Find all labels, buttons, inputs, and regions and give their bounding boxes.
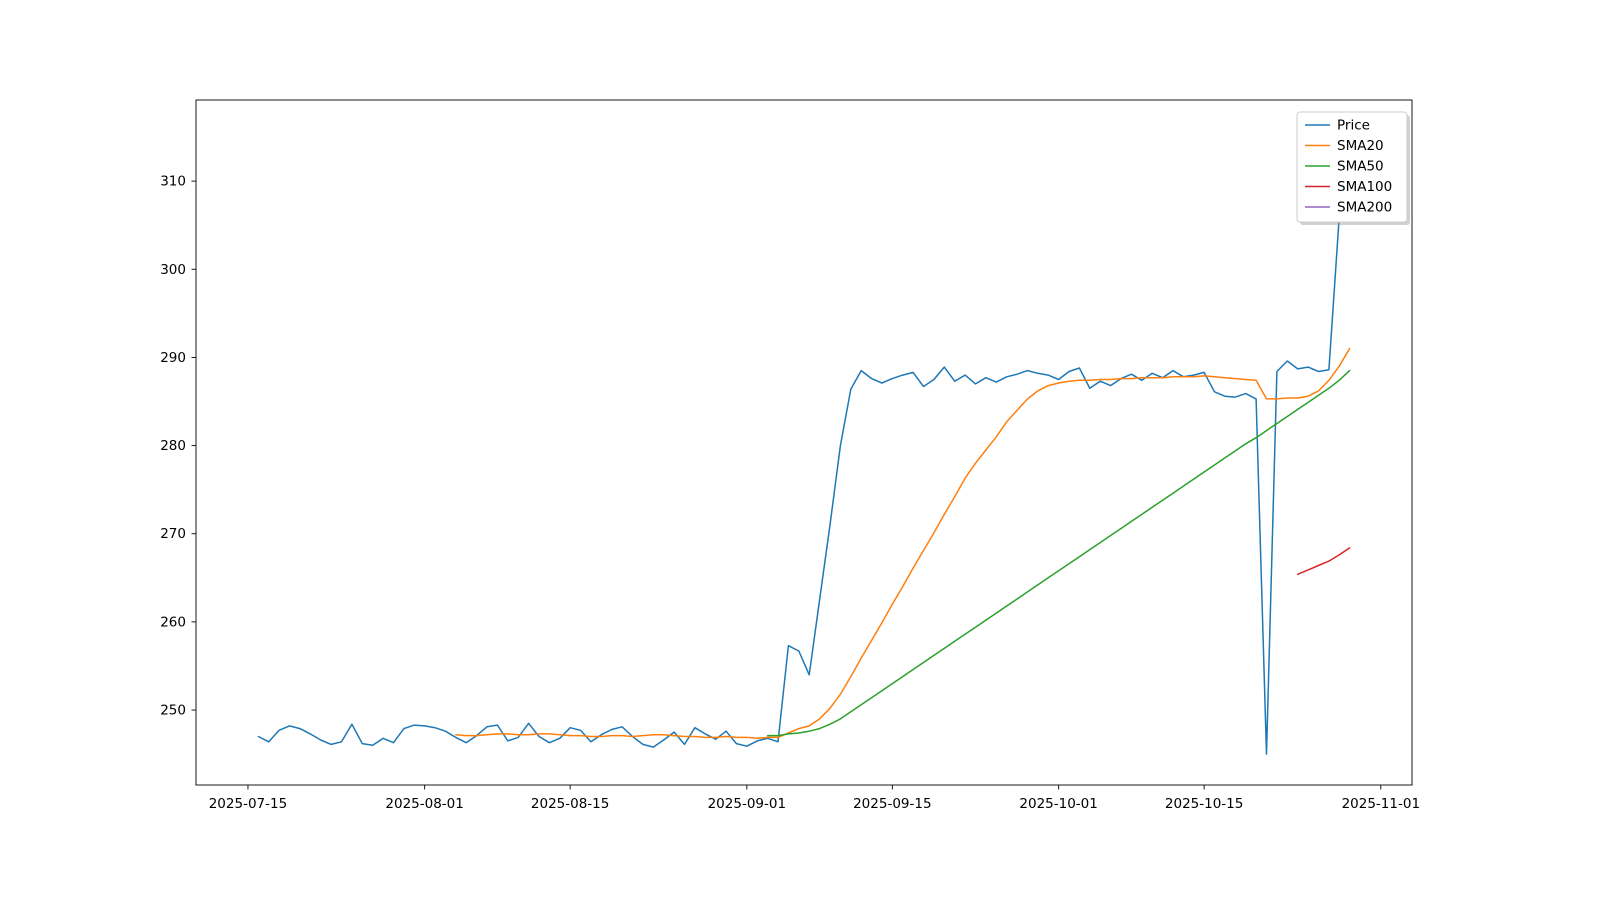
x-tick-label: 2025-11-01 [1342, 796, 1420, 812]
x-tick-label: 2025-08-01 [385, 796, 463, 812]
legend-label-sma20: SMA20 [1337, 138, 1384, 154]
sma50-line [766, 369, 1351, 737]
series-lines [257, 129, 1351, 755]
legend-label-sma100: SMA100 [1337, 179, 1392, 195]
x-tick-label: 2025-08-15 [531, 796, 609, 812]
y-tick-label: 260 [160, 614, 186, 630]
x-tick-label: 2025-09-15 [853, 796, 931, 812]
y-tick-label: 270 [160, 526, 186, 542]
y-axis: 250 260 270 280 290 300 310 [160, 174, 196, 719]
x-tick-label: 2025-09-01 [708, 796, 786, 812]
x-tick-label: 2025-10-15 [1165, 796, 1243, 812]
x-axis: 2025-07-15 2025-08-01 2025-08-15 2025-09-01… [209, 785, 1420, 812]
y-tick-label: 310 [160, 174, 186, 190]
legend-box [1296, 111, 1408, 223]
sma100-line [1296, 547, 1351, 576]
legend-label-sma200: SMA200 [1337, 200, 1392, 216]
sma20-line [455, 347, 1351, 740]
plot-border [195, 99, 1413, 786]
legend-label-sma50: SMA50 [1337, 159, 1384, 175]
y-tick-label: 250 [160, 703, 186, 719]
y-tick-label: 280 [160, 438, 186, 454]
legend: Price SMA20 SMA50 SMA100 SMA200 [1296, 111, 1410, 225]
price-line [257, 129, 1351, 755]
y-tick-label: 290 [160, 350, 186, 366]
legend-label-price: Price [1337, 118, 1370, 134]
x-tick-label: 2025-10-01 [1019, 796, 1097, 812]
x-tick-label: 2025-07-15 [209, 796, 287, 812]
y-tick-label: 300 [160, 262, 186, 278]
